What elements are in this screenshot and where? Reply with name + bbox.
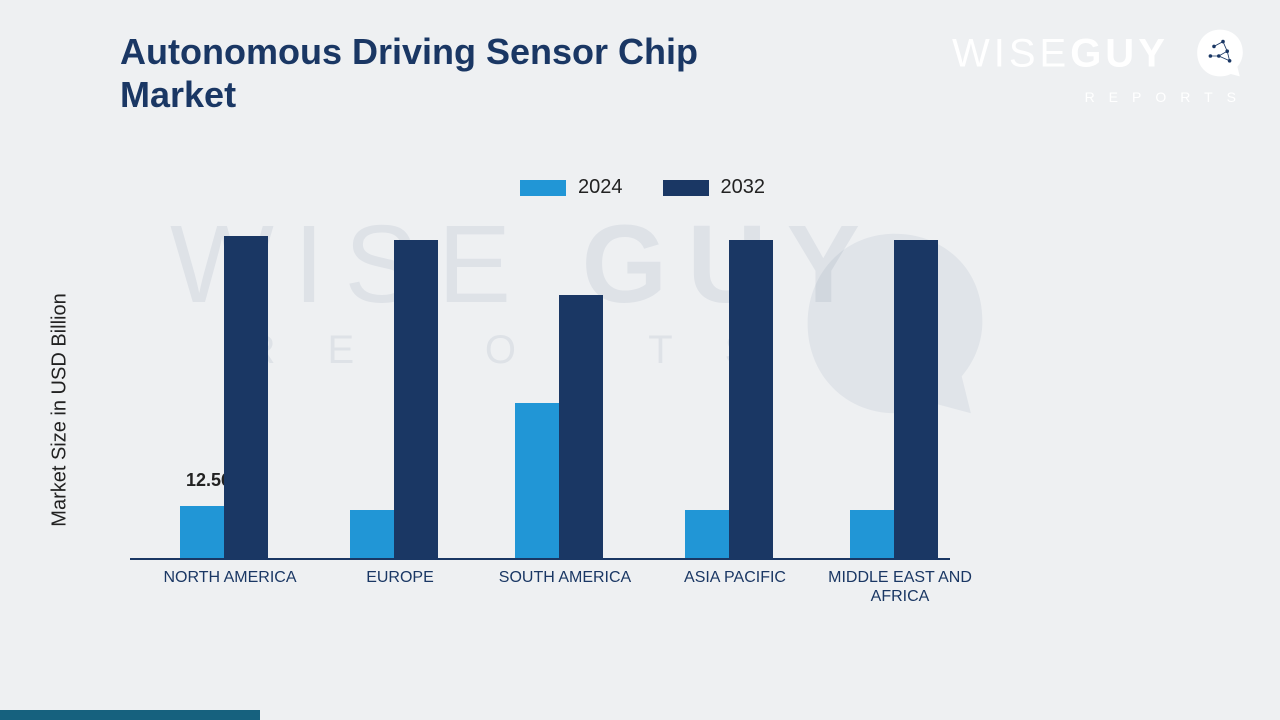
- bar-2024: [350, 510, 394, 558]
- bar-2024: [685, 510, 729, 558]
- plot: 12.56 NORTH AMERICAEUROPESOUTH AMERICAAS…: [130, 190, 950, 560]
- logo-line1-b: GUY: [1070, 32, 1169, 76]
- bar-2032: [894, 240, 938, 558]
- bar-2032: [729, 240, 773, 558]
- bar-2024: [850, 510, 894, 558]
- chart-area: Market Size in USD Billion 12.56 NORTH A…: [60, 170, 960, 650]
- x-axis-category-label: SOUTH AMERICA: [485, 568, 645, 587]
- bottom-accent-bar: [0, 710, 260, 720]
- page: WISEGUY REPORTS Autonomous Driving Senso…: [0, 0, 1280, 720]
- x-axis-category-label: MIDDLE EAST AND AFRICA: [820, 568, 980, 606]
- bar-2032: [559, 295, 603, 558]
- x-axis-category-label: ASIA PACIFIC: [655, 568, 815, 587]
- chart-title: Autonomous Driving Sensor Chip Market: [120, 30, 820, 116]
- x-axis-baseline: [130, 558, 950, 560]
- bar-2024: [180, 506, 224, 558]
- logo-line1: WISEGUY: [952, 26, 1250, 86]
- logo-line1-a: WISE: [952, 32, 1070, 76]
- y-axis-label: Market Size in USD Billion: [49, 293, 72, 526]
- logo-head-icon: [1190, 26, 1250, 86]
- logo-line2: REPORTS: [952, 90, 1250, 104]
- brand-logo: WISEGUY REPORTS: [952, 26, 1250, 104]
- bar-2032: [394, 240, 438, 558]
- x-axis-category-label: NORTH AMERICA: [150, 568, 310, 587]
- bar-2032: [224, 236, 268, 558]
- x-axis-category-label: EUROPE: [320, 568, 480, 587]
- bar-2024: [515, 403, 559, 558]
